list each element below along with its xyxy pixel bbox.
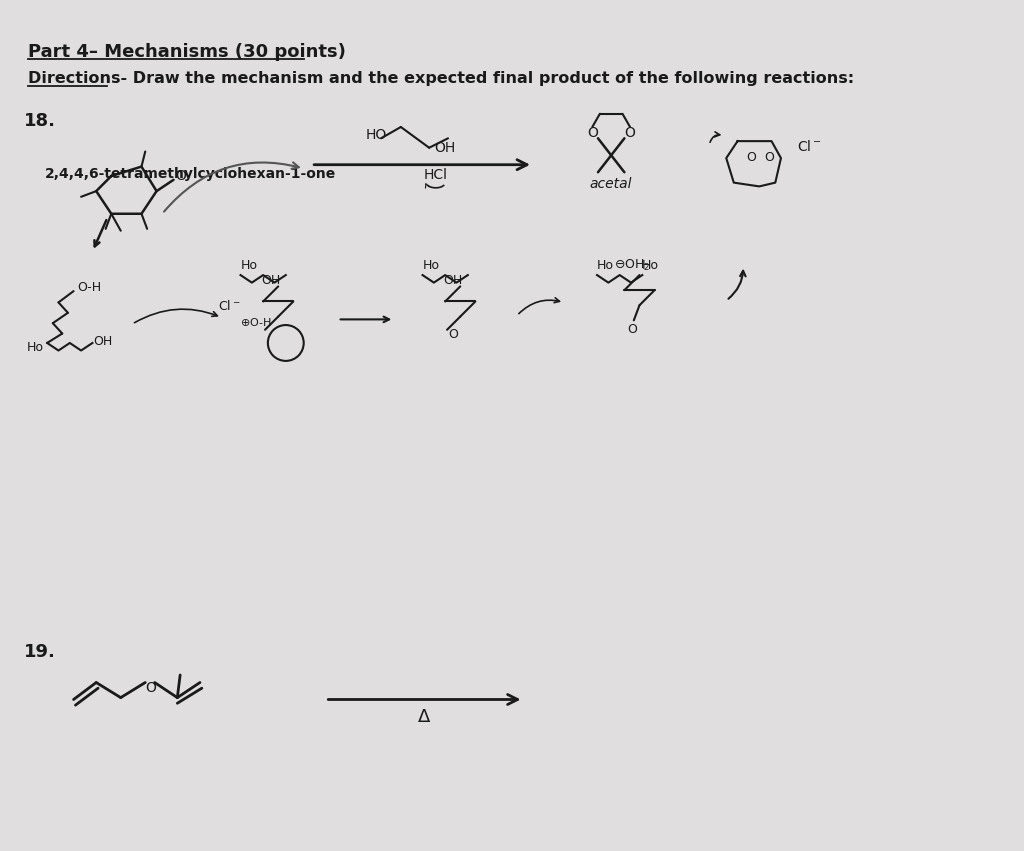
Text: Part 4– Mechanisms (30 points): Part 4– Mechanisms (30 points) bbox=[29, 43, 346, 60]
Text: HO: HO bbox=[366, 129, 387, 142]
Text: O: O bbox=[765, 151, 774, 163]
Text: O: O bbox=[587, 126, 598, 140]
Text: Cl$^-$: Cl$^-$ bbox=[218, 300, 241, 313]
Text: Ho: Ho bbox=[241, 260, 257, 272]
Text: OH: OH bbox=[93, 334, 113, 347]
Text: Δ: Δ bbox=[418, 708, 431, 727]
Text: OH: OH bbox=[443, 274, 463, 288]
Text: 18.: 18. bbox=[24, 112, 55, 130]
Text: Directions- Draw the mechanism and the expected final product of the following r: Directions- Draw the mechanism and the e… bbox=[29, 71, 854, 87]
Text: O: O bbox=[627, 323, 637, 336]
Text: HCl: HCl bbox=[424, 168, 447, 182]
Text: OH: OH bbox=[434, 140, 455, 155]
Text: O: O bbox=[745, 151, 756, 163]
Text: Ho: Ho bbox=[641, 260, 658, 272]
Text: 19.: 19. bbox=[24, 643, 55, 661]
Text: O: O bbox=[447, 328, 458, 341]
Text: Ho: Ho bbox=[27, 341, 43, 354]
Text: $\ominus$OH$_2$: $\ominus$OH$_2$ bbox=[613, 258, 650, 273]
Text: O: O bbox=[625, 126, 636, 140]
Text: Ho: Ho bbox=[423, 260, 439, 272]
Text: O: O bbox=[175, 169, 186, 183]
Text: Cl$^-$: Cl$^-$ bbox=[797, 140, 821, 154]
Text: acetal: acetal bbox=[590, 176, 633, 191]
Text: Ho: Ho bbox=[597, 260, 614, 272]
Text: O: O bbox=[145, 681, 156, 695]
Text: 2,4,4,6-tetramethylcyclohexan-1-one: 2,4,4,6-tetramethylcyclohexan-1-one bbox=[45, 167, 337, 181]
Text: $\oplus$O-H: $\oplus$O-H bbox=[240, 317, 271, 328]
Text: OH: OH bbox=[261, 274, 281, 288]
Text: O-H: O-H bbox=[78, 281, 101, 294]
